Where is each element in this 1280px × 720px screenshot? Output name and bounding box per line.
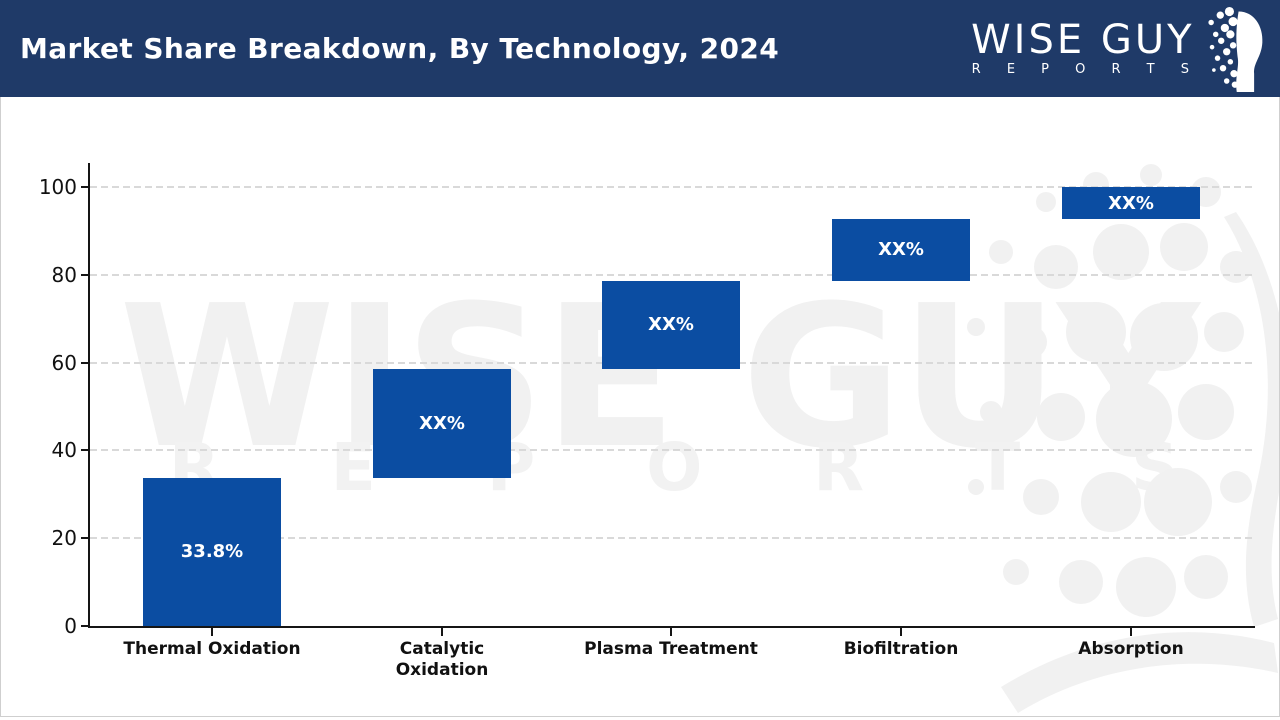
logo-text: WISE GUY R E P O R T S [966,20,1200,77]
y-tick-label: 60 [51,350,77,375]
y-axis-tick [81,186,89,188]
bar [143,477,281,626]
bar [602,280,740,369]
x-tick-label: Thermal Oxidation [123,639,301,659]
grid-line [90,186,1255,188]
chart-panel: WISE GUY R E P O R T S 0 20 40 60 80 100 33.8%… [0,97,1280,717]
bar [1062,187,1200,220]
x-axis-tick [1130,628,1132,636]
x-axis-line [88,626,1255,628]
x-tick-label: Biofiltration [843,639,959,659]
y-tick-label: 40 [51,438,77,463]
bar-value-label: XX% [419,412,465,434]
y-tick-label: 20 [51,526,77,551]
logo-wordmark: WISE GUY [971,17,1195,63]
page-title: Market Share Breakdown, By Technology, 2… [20,32,780,65]
y-axis-tick [81,537,89,540]
bar [832,219,970,281]
watermark-subtext: R E P O R T S [169,429,1223,506]
logo-face-icon [1208,6,1263,92]
x-axis-tick [900,628,902,636]
y-tick-label: 0 [64,614,77,638]
x-tick-label: Plasma Treatment [584,639,758,659]
bar-value-label: XX% [1108,192,1154,214]
y-axis-tick [81,449,89,452]
header: Market Share Breakdown, By Technology, 2… [0,0,1280,97]
y-axis-tick [81,625,89,627]
x-axis-tick [211,628,213,636]
y-axis-line [88,163,90,628]
bar [373,368,511,478]
watermark-face-icon [967,164,1279,713]
logo-subtext: R E P O R T S [971,62,1200,77]
x-axis-tick [670,628,672,636]
grid-line [90,273,1255,276]
y-tick-label: 80 [51,262,77,287]
bar-value-label: XX% [648,314,694,336]
y-axis-tick [81,361,89,364]
bar-value-label: 33.8% [180,541,244,563]
grid-line [90,537,1255,540]
y-tick-label: 100 [38,175,77,199]
grid-line [90,449,1255,452]
x-axis-tick [441,628,443,636]
bar-value-label: XX% [878,239,924,261]
waterfall-chart: 0 20 40 60 80 100 33.8% Thermal Oxidation XX% Cat… [1,97,1279,716]
wiseguy-logo: WISE GUY R E P O R T S [966,5,1266,93]
y-axis-tick [81,273,89,276]
x-tick-label: Absorption [1078,639,1184,659]
x-tick-label: Catalytic Oxidation [395,639,489,680]
